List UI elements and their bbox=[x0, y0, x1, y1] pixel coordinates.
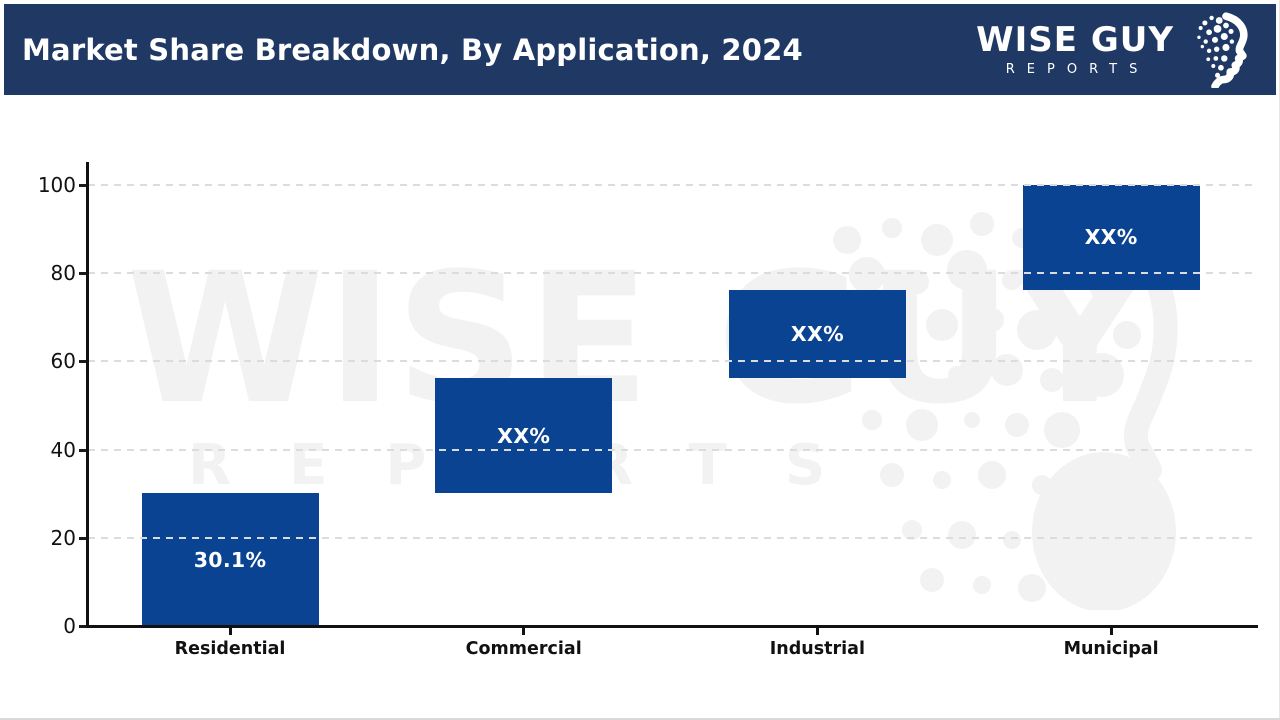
bar-value-label: 30.1% bbox=[193, 547, 267, 572]
page-bottom-border bbox=[0, 718, 1280, 720]
x-tick bbox=[522, 628, 526, 635]
bar-commercial: XX% bbox=[435, 378, 613, 494]
logo-text: WISE GUY REPORTS bbox=[976, 23, 1174, 77]
y-tick bbox=[79, 625, 87, 628]
bar-value-label: XX% bbox=[497, 423, 551, 448]
gridline-y20 bbox=[88, 536, 1258, 539]
x-category-label: Commercial bbox=[465, 639, 582, 659]
x-category-label: Municipal bbox=[1063, 639, 1159, 659]
y-axis-line bbox=[86, 162, 89, 628]
x-tick bbox=[1109, 628, 1113, 635]
y-tick-label: 20 bbox=[50, 525, 76, 550]
x-category-label: Residential bbox=[174, 639, 286, 659]
logo-subtext: REPORTS bbox=[1005, 62, 1150, 77]
gridline-y80 bbox=[88, 272, 1258, 275]
x-tick bbox=[815, 628, 819, 635]
y-tick bbox=[79, 360, 87, 364]
chart-title: Market Share Breakdown, By Application, … bbox=[22, 32, 803, 67]
bar-residential: 30.1% bbox=[141, 493, 319, 626]
bar-municipal: XX% bbox=[1022, 185, 1200, 290]
bar-value-label: XX% bbox=[790, 322, 844, 347]
x-category-label: Industrial bbox=[769, 639, 865, 659]
gridline-y60 bbox=[88, 360, 1258, 363]
gridline-y100 bbox=[88, 184, 1258, 186]
gridline-y40 bbox=[88, 448, 1258, 451]
x-axis-line bbox=[86, 625, 1258, 628]
header: Market Share Breakdown, By Application, … bbox=[4, 4, 1276, 95]
y-tick-label: 40 bbox=[50, 437, 76, 462]
wise-guy-logo: WISE GUY REPORTS bbox=[976, 12, 1254, 88]
y-tick bbox=[79, 272, 87, 276]
y-tick bbox=[79, 184, 87, 187]
x-tick bbox=[228, 628, 232, 635]
bar-industrial: XX% bbox=[728, 289, 906, 379]
y-tick-label: 100 bbox=[37, 173, 76, 197]
y-tick-label: 0 bbox=[63, 614, 76, 638]
y-tick-label: 60 bbox=[50, 349, 76, 374]
y-tick bbox=[79, 448, 87, 452]
bar-value-label: XX% bbox=[1084, 225, 1138, 250]
logo-wordmark: WISE GUY bbox=[976, 20, 1174, 60]
watermark-face-icon bbox=[813, 212, 1178, 610]
y-tick-label: 80 bbox=[50, 261, 76, 286]
y-tick bbox=[79, 536, 87, 540]
logo-face-icon bbox=[1197, 12, 1248, 88]
